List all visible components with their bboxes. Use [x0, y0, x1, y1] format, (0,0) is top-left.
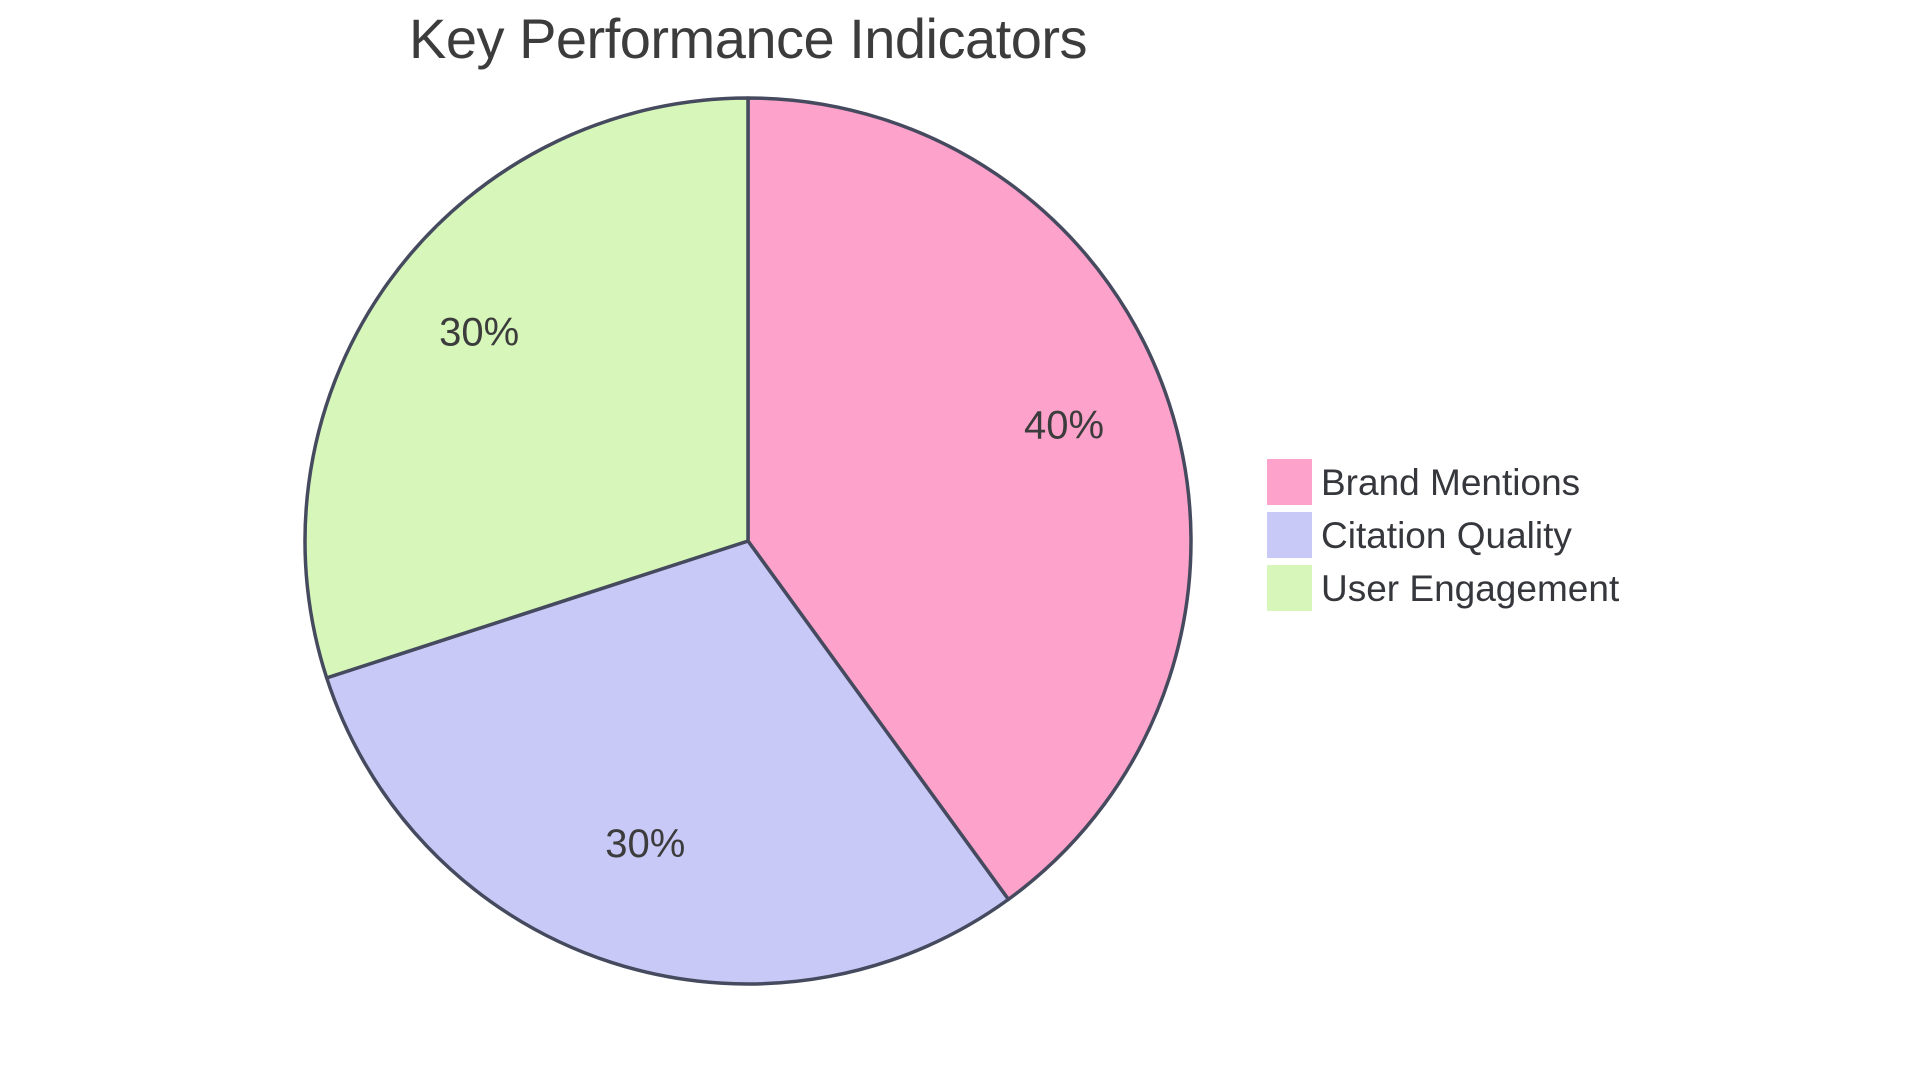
- legend-swatch: [1267, 459, 1312, 505]
- legend-swatch: [1267, 512, 1312, 558]
- legend-item: User Engagement: [1267, 565, 1619, 611]
- legend-label: User Engagement: [1321, 567, 1620, 609]
- legend-item: Citation Quality: [1267, 512, 1619, 558]
- legend-item: Brand Mentions: [1267, 459, 1619, 505]
- slice-percent-label: 40%: [1024, 403, 1104, 447]
- legend-swatch: [1267, 565, 1312, 611]
- chart-title: Key Performance Indicators: [409, 7, 1087, 70]
- pie-slice-brand-mentions: [746, 96, 1193, 902]
- pie-slice-user-engagement: [303, 96, 750, 680]
- pie-slice-citation-quality: [324, 539, 1011, 986]
- legend: Brand Mentions Citation Quality User Eng…: [1267, 459, 1619, 611]
- legend-label: Brand Mentions: [1321, 461, 1581, 503]
- legend-label: Citation Quality: [1321, 514, 1572, 556]
- slice-percent-label: 30%: [439, 311, 519, 355]
- slice-percent-label: 30%: [605, 822, 685, 866]
